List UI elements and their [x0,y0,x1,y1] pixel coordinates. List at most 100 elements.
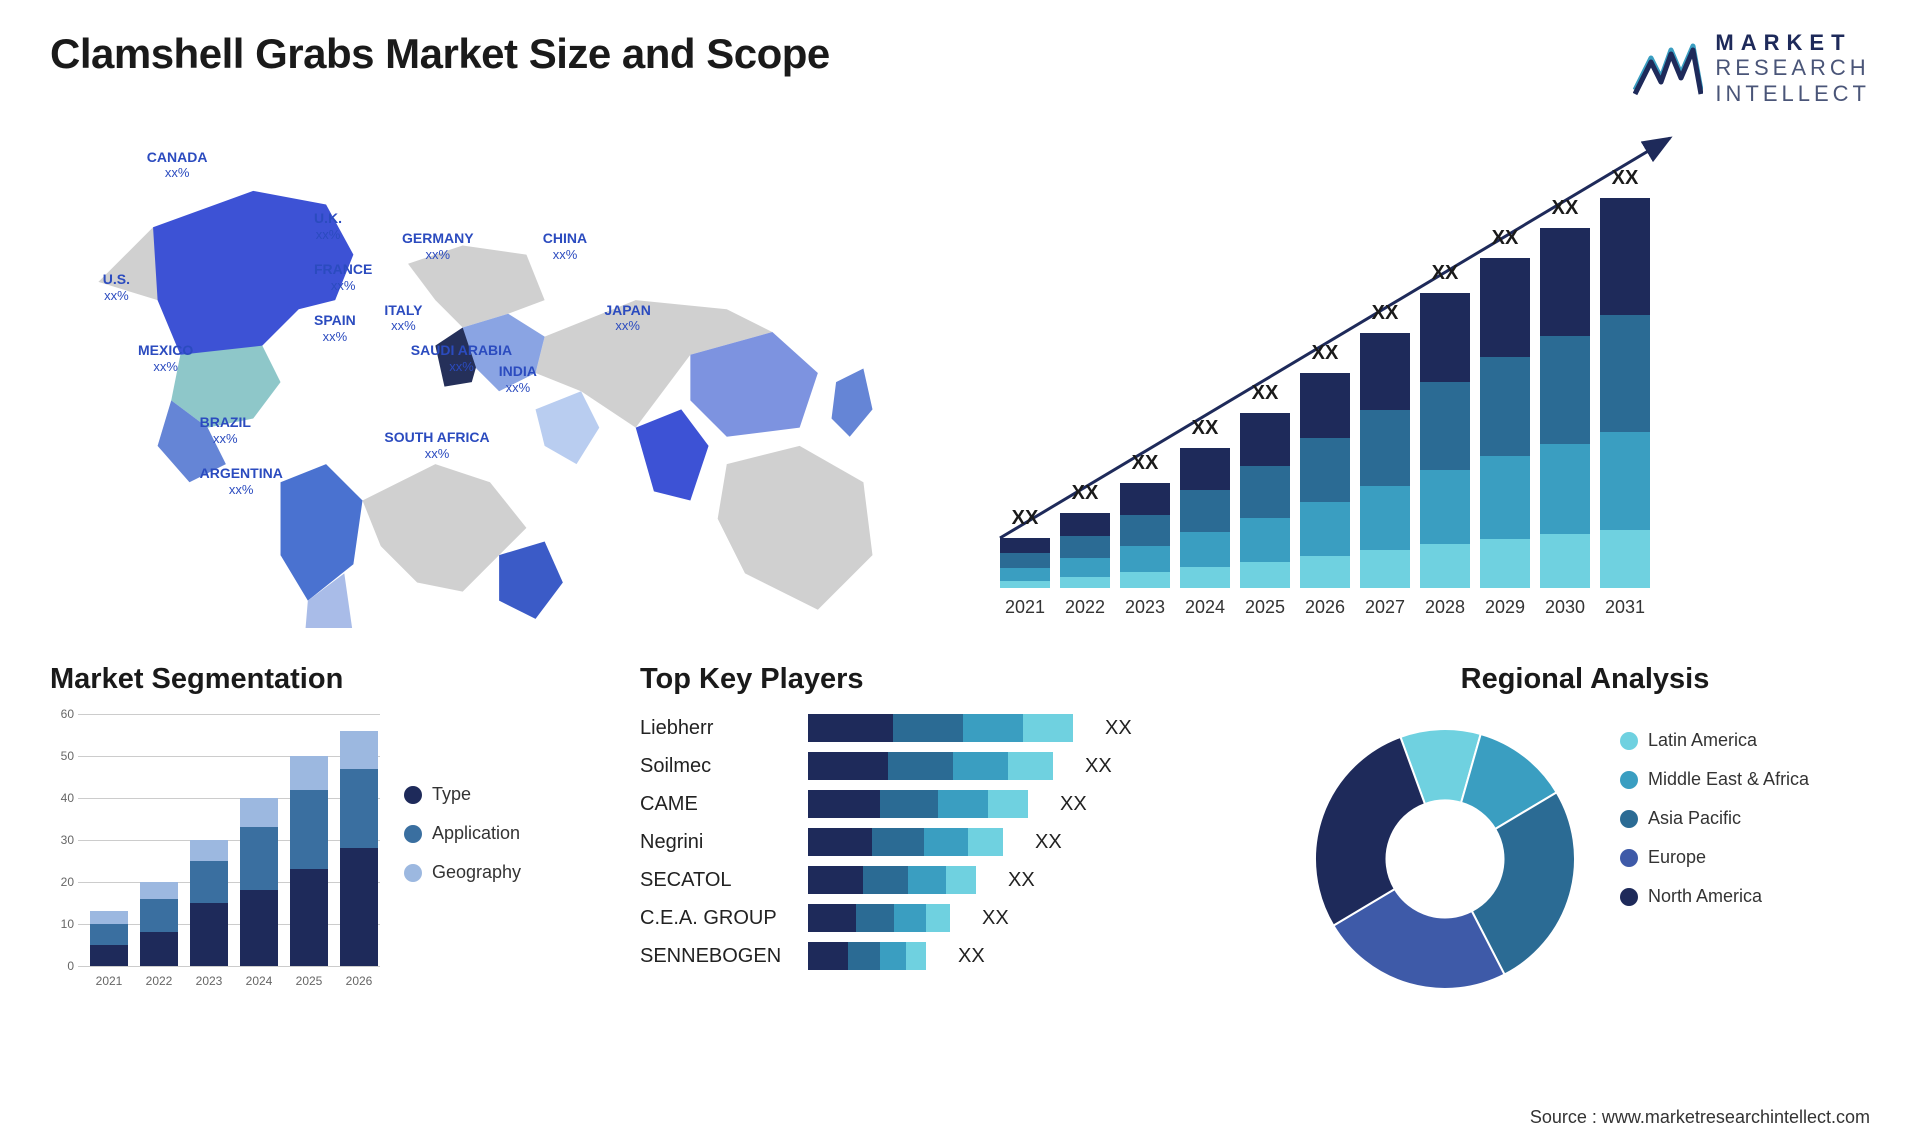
logo-mark-icon [1633,40,1703,96]
forecast-x-label: 2028 [1420,597,1470,618]
forecast-bar [1540,228,1590,588]
brand-logo: MARKET RESEARCH INTELLECT [1633,30,1870,106]
map-country-label: SOUTH AFRICAxx% [384,429,489,461]
forecast-bar [1060,513,1110,588]
player-bar [808,752,1053,780]
seg-x-label: 2024 [240,974,278,988]
forecast-bar [1180,448,1230,588]
seg-bar [190,840,228,966]
forecast-value-label: XX [1120,452,1170,475]
logo-line2: RESEARCH [1715,55,1870,80]
forecast-bar [1360,333,1410,588]
player-value: XX [958,945,985,968]
legend-item: Type [404,784,521,805]
segmentation-legend: TypeApplicationGeography [404,714,521,994]
forecast-bar [1120,483,1170,588]
forecast-value-label: XX [1060,482,1110,505]
player-bar [808,866,976,894]
seg-x-label: 2023 [190,974,228,988]
seg-bar [290,756,328,966]
player-name: SENNEBOGEN [640,945,790,968]
forecast-bar [1240,413,1290,588]
forecast-x-label: 2031 [1600,597,1650,618]
forecast-x-label: 2029 [1480,597,1530,618]
player-bar [808,714,1073,742]
map-country-label: SAUDI ARABIAxx% [411,342,512,374]
forecast-bar [1600,198,1650,588]
player-bar [808,790,1028,818]
players-title: Top Key Players [640,663,1270,696]
player-row: NegriniXX [640,828,1270,856]
player-value: XX [1035,831,1062,854]
player-row: LiebherrXX [640,714,1270,742]
logo-line1: MARKET [1715,30,1870,55]
players-bar-chart: LiebherrXXSoilmecXXCAMEXXNegriniXXSECATO… [640,714,1270,970]
map-country-label: U.K.xx% [314,210,342,242]
player-value: XX [1008,869,1035,892]
forecast-bar [1300,373,1350,588]
player-value: XX [982,907,1009,930]
regional-donut-chart [1300,714,1590,1004]
seg-y-tick: 60 [50,707,74,721]
map-country-label: JAPANxx% [604,302,650,334]
player-row: CAME XX [640,790,1270,818]
map-country-label: U.S.xx% [103,271,130,303]
seg-bar [240,798,278,966]
legend-item: Middle East & Africa [1620,769,1809,790]
seg-bar [140,882,178,966]
legend-item: Application [404,823,521,844]
page-title: Clamshell Grabs Market Size and Scope [50,30,1870,78]
forecast-panel: 2021XX2022XX2023XX2024XX2025XX2026XX2027… [990,118,1870,628]
player-row: Soilmec XX [640,752,1270,780]
seg-bar [340,731,378,966]
seg-y-tick: 50 [50,749,74,763]
world-map-panel: CANADAxx%U.S.xx%MEXICOxx%BRAZILxx%ARGENT… [50,118,930,628]
forecast-x-label: 2021 [1000,597,1050,618]
player-bar [808,828,1003,856]
forecast-x-label: 2025 [1240,597,1290,618]
seg-x-label: 2021 [90,974,128,988]
seg-y-tick: 40 [50,791,74,805]
map-country-label: INDIAxx% [499,363,537,395]
forecast-value-label: XX [1480,227,1530,250]
map-country-label: GERMANYxx% [402,230,474,262]
forecast-x-label: 2024 [1180,597,1230,618]
forecast-value-label: XX [1420,262,1470,285]
forecast-x-label: 2026 [1300,597,1350,618]
forecast-x-label: 2027 [1360,597,1410,618]
map-country-label: ARGENTINAxx% [200,465,283,497]
map-country-label: BRAZILxx% [200,414,251,446]
player-name: C.E.A. GROUP [640,907,790,930]
segmentation-panel: Market Segmentation 01020304050602021202… [50,663,610,1004]
player-name: CAME [640,793,790,816]
player-row: SENNEBOGEN XX [640,942,1270,970]
forecast-bar [1420,293,1470,588]
seg-y-tick: 30 [50,833,74,847]
map-country-label: SPAINxx% [314,312,356,344]
player-row: SECATOL XX [640,866,1270,894]
forecast-value-label: XX [1600,167,1650,190]
forecast-x-label: 2022 [1060,597,1110,618]
seg-y-tick: 20 [50,875,74,889]
legend-item: Latin America [1620,730,1809,751]
seg-y-tick: 0 [50,959,74,973]
player-name: SECATOL [640,869,790,892]
segmentation-bar-chart: 0102030405060202120222023202420252026 [50,714,380,994]
seg-y-tick: 10 [50,917,74,931]
player-name: Soilmec [640,755,790,778]
map-country-label: FRANCExx% [314,261,372,293]
logo-line3: INTELLECT [1715,81,1870,106]
player-value: XX [1085,755,1112,778]
seg-x-label: 2022 [140,974,178,988]
map-country-label: CHINAxx% [543,230,587,262]
regional-legend: Latin America Middle East & Africa Asia Pa… [1620,714,1809,907]
player-value: XX [1060,793,1087,816]
seg-x-label: 2025 [290,974,328,988]
map-country-label: CANADAxx% [147,149,208,181]
legend-item: North America [1620,886,1809,907]
players-panel: Top Key Players LiebherrXX Soilmec XX CAME X… [640,663,1270,1004]
source-attribution: Source : www.marketresearchintellect.com [1530,1107,1870,1128]
seg-x-label: 2026 [340,974,378,988]
forecast-bar [1000,538,1050,588]
legend-item: Asia Pacific [1620,808,1809,829]
